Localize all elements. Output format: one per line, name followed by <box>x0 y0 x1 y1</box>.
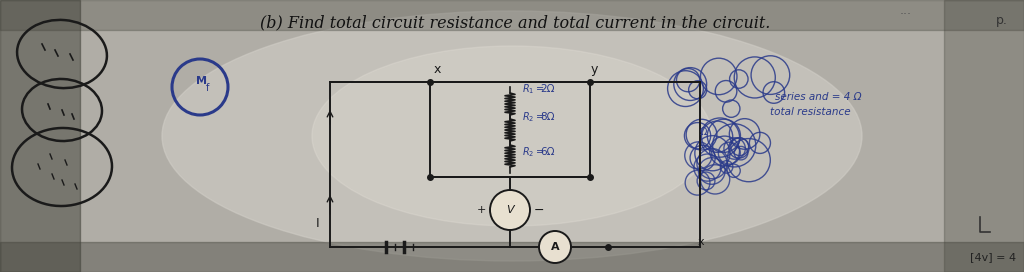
Bar <box>0 242 1024 272</box>
Text: x: x <box>698 237 705 247</box>
Bar <box>944 0 1024 272</box>
Ellipse shape <box>312 46 712 226</box>
Text: V: V <box>506 205 514 215</box>
Text: 8Ω: 8Ω <box>540 112 555 122</box>
Text: $R_2=$: $R_2=$ <box>522 110 545 124</box>
Text: M: M <box>196 76 207 86</box>
Text: +: + <box>476 205 486 215</box>
Circle shape <box>490 190 530 230</box>
Text: $R_1=$: $R_1=$ <box>522 82 545 96</box>
Text: Ω: Ω <box>700 127 708 137</box>
Text: ...: ... <box>900 4 912 17</box>
Text: $R_2=$: $R_2=$ <box>522 145 545 159</box>
Text: −: − <box>534 203 545 217</box>
Text: 2Ω: 2Ω <box>540 84 555 94</box>
Text: (b) Find total circuit resistance and total current in the circuit.: (b) Find total circuit resistance and to… <box>260 14 770 31</box>
Text: [4v] = 4: [4v] = 4 <box>970 252 1016 262</box>
Text: total resistance: total resistance <box>770 107 851 117</box>
Text: series and = 4 Ω: series and = 4 Ω <box>775 92 861 102</box>
Bar <box>0 0 80 272</box>
Ellipse shape <box>162 11 862 261</box>
Circle shape <box>539 231 571 263</box>
Text: I: I <box>316 217 319 230</box>
Text: 6Ω: 6Ω <box>540 147 555 157</box>
Text: p.: p. <box>996 14 1008 27</box>
Text: y: y <box>590 63 598 76</box>
Text: x: x <box>433 63 440 76</box>
Text: f: f <box>206 83 209 93</box>
Bar <box>0 0 1024 30</box>
Text: A: A <box>551 242 559 252</box>
